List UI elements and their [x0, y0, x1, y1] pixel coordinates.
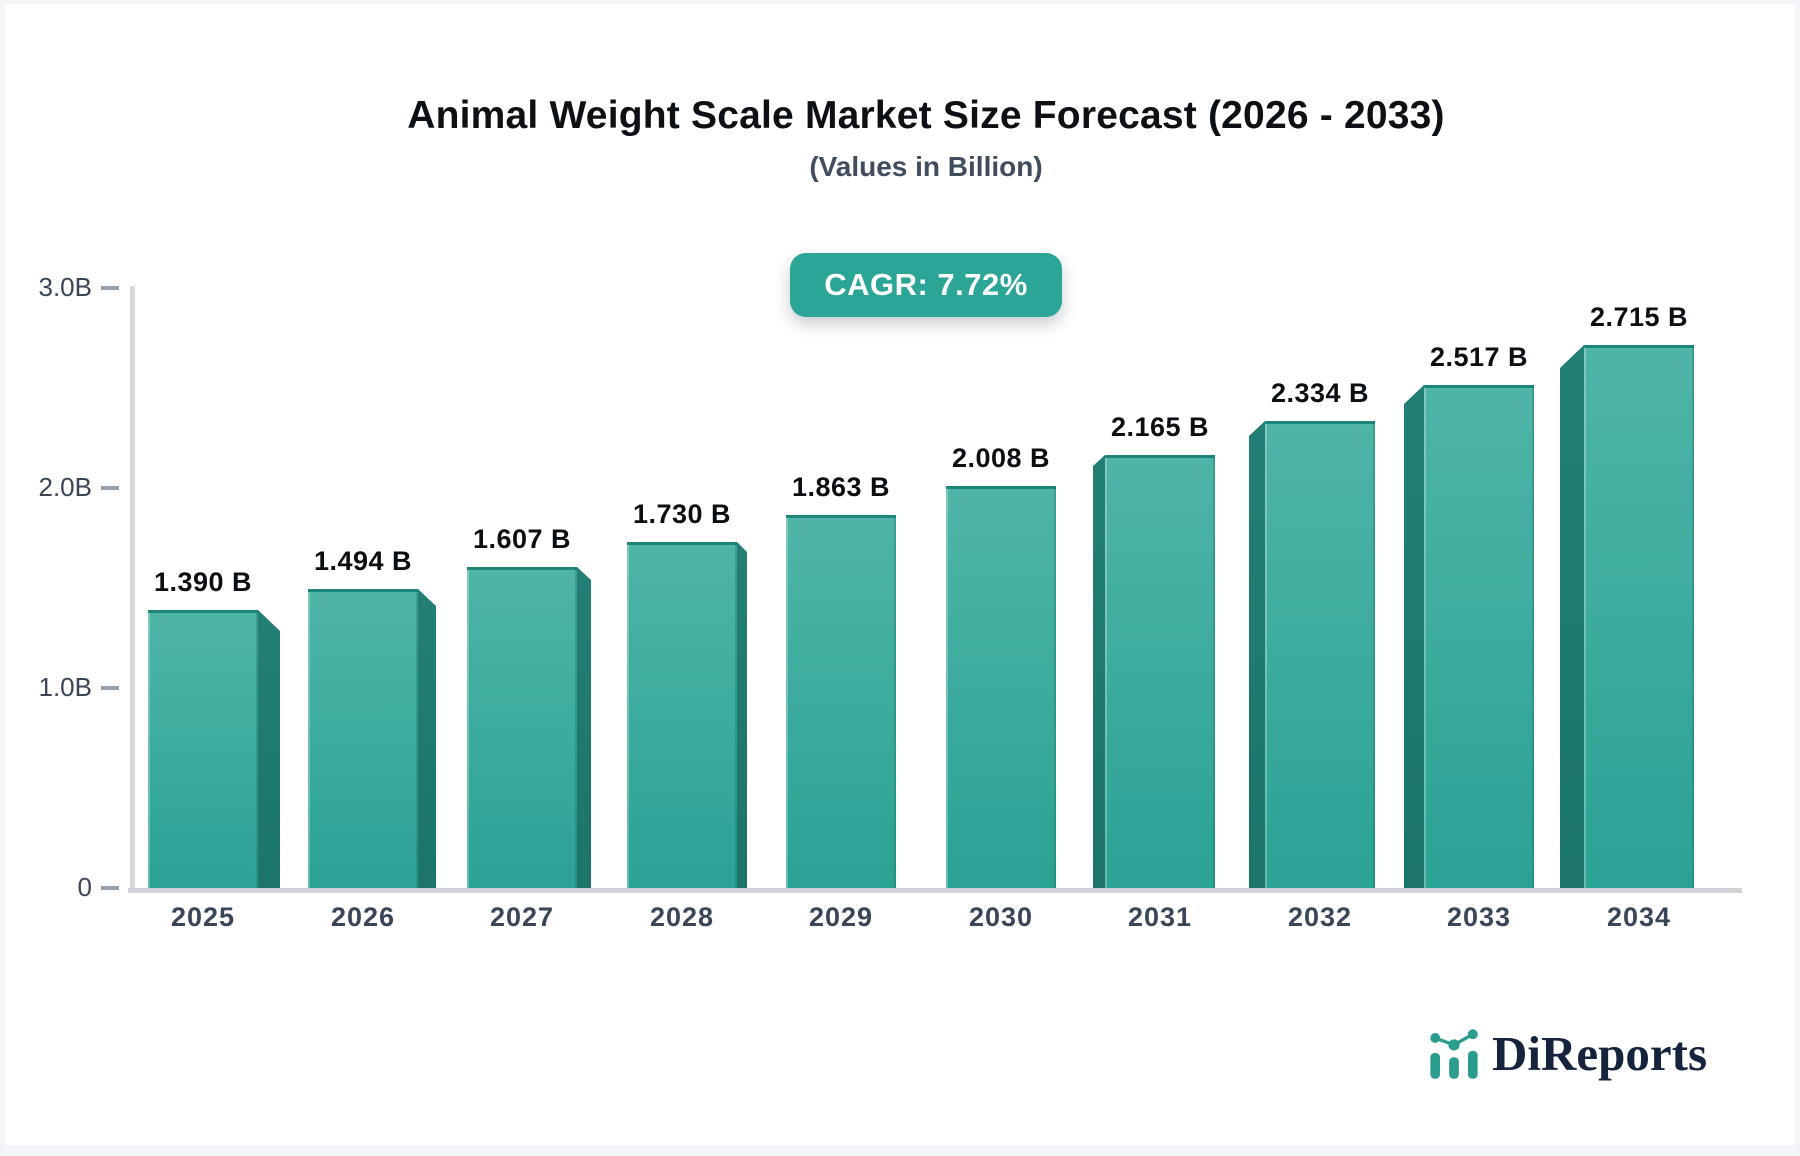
x-axis-label: 2032 [1287, 902, 1353, 932]
y-axis-tick-label: 0 [77, 872, 92, 902]
bar-value-label: 2.715 B [1589, 302, 1689, 332]
bar-side-face [737, 542, 747, 888]
bar-side-face [1249, 421, 1265, 888]
bar-2027 [467, 567, 591, 888]
x-axis-label: 2028 [649, 902, 715, 932]
bar-2025 [148, 610, 280, 888]
y-axis-tick-label: 2.0B [38, 472, 93, 502]
y-axis-tick [101, 486, 119, 490]
x-axis-label: 2030 [968, 902, 1034, 932]
chart-subtitle: (Values in Billion) [809, 150, 1043, 182]
bar-side-face [1560, 345, 1584, 888]
y-axis-tick [101, 886, 119, 890]
y-axis-tick-label: 3.0B [38, 272, 93, 302]
cagr-badge-wrap: CAGR: 7.72% [110, 253, 1742, 317]
bar-value-label: 2.008 B [951, 443, 1051, 473]
x-axis-label: 2026 [330, 902, 396, 932]
x-axis-label: 2029 [808, 902, 874, 932]
bar-value-label: 1.607 B [472, 524, 572, 554]
bar-side-face [577, 567, 591, 888]
bar-value-label: 2.517 B [1429, 342, 1529, 372]
bar-side-face [1093, 455, 1105, 888]
bar-2031 [1093, 455, 1215, 888]
bar-side-face [258, 610, 280, 888]
x-axis-label: 2025 [170, 902, 236, 932]
bar-side-face [418, 589, 436, 888]
x-axis-label: 2034 [1606, 902, 1672, 932]
y-axis-tick [101, 286, 119, 290]
brand-logo: DiReports [1426, 1024, 1707, 1082]
x-axis-label: 2027 [489, 902, 555, 932]
plot-area: 0 1.0B 2.0B 3.0B 1.390 B 2025 1.494 B 2026 1.607… [39, 272, 1742, 932]
bar-side-face [1404, 385, 1424, 888]
chart-header: Animal Weight Scale Market Size Forecast… [110, 94, 1742, 183]
y-axis-tick-label: 1.0B [38, 672, 93, 702]
bar-value-label: 1.390 B [153, 567, 253, 597]
x-axis-line [128, 888, 1742, 893]
y-axis-tick [101, 686, 119, 690]
chart-title: Animal Weight Scale Market Size Forecast… [407, 94, 1445, 137]
bar-2034 [1560, 345, 1694, 888]
bar-value-label: 2.165 B [1110, 412, 1210, 442]
brand-name: DiReports [1492, 1025, 1708, 1081]
bar-value-label: 1.494 B [313, 546, 413, 576]
bar-value-label: 2.334 B [1270, 378, 1370, 408]
bar-2033 [1404, 385, 1534, 888]
x-axis-label: 2031 [1127, 902, 1193, 932]
bar-chart-logo-icon [1430, 1029, 1478, 1079]
bar-2029 [786, 515, 896, 888]
bar-value-label: 1.863 B [791, 472, 891, 502]
y-axis-line [130, 286, 135, 893]
bar-value-label: 1.730 B [632, 499, 732, 529]
x-axis-label: 2033 [1446, 902, 1512, 932]
cagr-badge: CAGR: 7.72% [790, 253, 1062, 317]
bar-2026 [308, 589, 436, 888]
bar-2032 [1249, 421, 1375, 888]
bar-2028 [627, 542, 747, 888]
bar-2030 [946, 486, 1056, 888]
